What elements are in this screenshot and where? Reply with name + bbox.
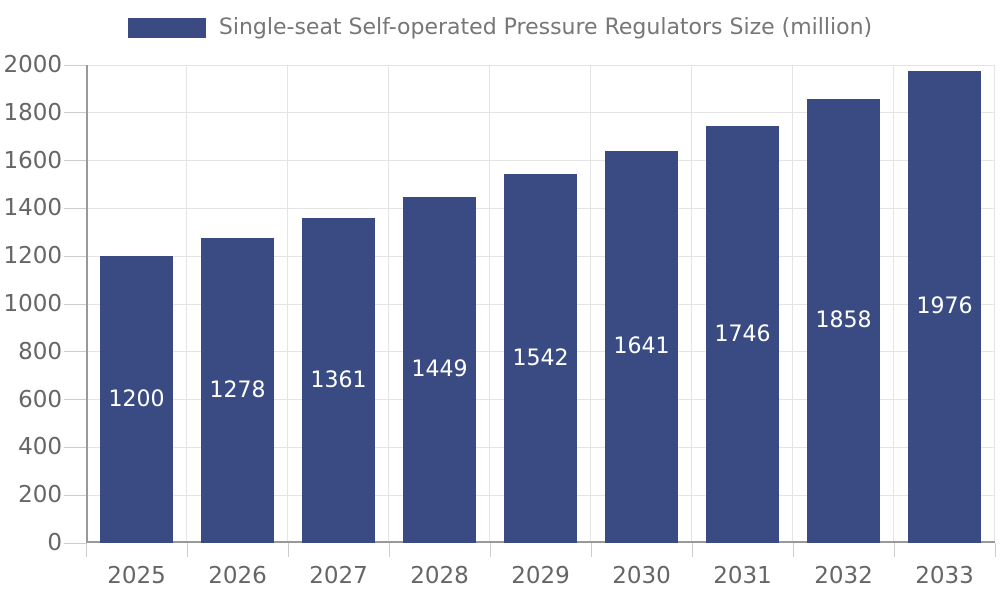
bar-2025[interactable]: 1200 [100, 256, 173, 543]
x-gridline [893, 65, 894, 543]
y-axis-tick-label: 2000 [3, 52, 62, 78]
x-axis-tick [85, 543, 87, 557]
x-axis-tick-label: 2031 [713, 563, 772, 589]
x-axis-tick [287, 543, 289, 557]
x-axis-tick [388, 543, 390, 557]
y-axis-tick-label: 600 [18, 386, 62, 413]
y-axis-tick [64, 542, 86, 544]
bar-value-label: 1858 [815, 308, 872, 334]
bar-value-label: 1200 [108, 387, 165, 413]
bar-value-label: 1746 [714, 321, 771, 347]
bar-value-label: 1361 [310, 367, 367, 393]
x-axis-tick [792, 543, 794, 557]
y-axis-tick-label: 0 [47, 530, 62, 556]
y-axis-tick-label: 1200 [3, 243, 62, 270]
x-axis-tick [893, 543, 895, 557]
bar-2031[interactable]: 1746 [706, 125, 779, 543]
y-axis-tick-label: 200 [18, 482, 62, 509]
bar-2027[interactable]: 1361 [302, 217, 375, 543]
legend-swatch [127, 18, 206, 38]
x-axis-tick-label: 2032 [814, 563, 873, 589]
x-axis-tick-label: 2028 [410, 563, 469, 589]
x-gridline [691, 65, 692, 543]
x-gridline [287, 65, 288, 543]
x-gridline [388, 65, 389, 543]
y-axis-tick-label: 400 [18, 434, 62, 461]
bar-2028[interactable]: 1449 [403, 196, 476, 543]
y-axis-tick [64, 494, 86, 496]
bar-2030[interactable]: 1641 [605, 150, 678, 543]
x-gridline [186, 65, 187, 543]
x-axis-tick-label: 2029 [511, 563, 570, 589]
bar-2032[interactable]: 1858 [807, 98, 880, 543]
y-axis-tick [64, 255, 86, 257]
x-gridline [994, 65, 995, 543]
y-axis-tick-label: 1000 [3, 291, 62, 317]
bar-2029[interactable]: 1542 [504, 174, 577, 543]
y-axis-tick [64, 399, 86, 401]
x-axis-tick-label: 2030 [612, 563, 671, 589]
bar-2033[interactable]: 1976 [908, 70, 981, 543]
x-axis-tick [489, 543, 491, 557]
bar-2026[interactable]: 1278 [201, 237, 274, 543]
x-gridline [590, 65, 591, 543]
y-gridline [86, 64, 995, 66]
x-axis-tick-label: 2025 [107, 563, 166, 589]
y-axis-line [86, 65, 88, 543]
plot-area: 1200 1278 1361 1449 1542 1641 1746 1858 1976 [86, 64, 995, 543]
y-axis-tick [64, 112, 86, 114]
x-axis-tick [590, 543, 592, 557]
y-axis-tick-label: 1400 [3, 195, 62, 222]
bar-value-label: 1976 [916, 294, 973, 320]
bar-value-label: 1641 [613, 334, 670, 360]
y-axis-tick-label: 1800 [3, 99, 62, 126]
y-axis-tick [64, 351, 86, 353]
y-axis-tick-label: 1600 [3, 147, 62, 174]
x-axis-tick [994, 543, 996, 557]
x-axis-tick-label: 2026 [208, 563, 267, 589]
bar-value-label: 1278 [209, 377, 266, 403]
y-axis-tick [64, 207, 86, 209]
y-axis-tick [64, 160, 86, 162]
y-axis-tick [64, 303, 86, 305]
x-axis-tick-label: 2033 [915, 563, 974, 589]
legend-label: Single-seat Self-operated Pressure Regul… [218, 15, 873, 40]
y-axis-tick [64, 446, 86, 448]
y-axis-tick [64, 64, 86, 66]
x-gridline [489, 65, 490, 543]
legend-item[interactable]: Single-seat Self-operated Pressure Regul… [0, 14, 1000, 42]
y-axis-tick-label: 800 [18, 338, 62, 365]
bar-value-label: 1542 [512, 346, 569, 372]
x-axis-tick-label: 2027 [309, 563, 368, 589]
x-gridline [792, 65, 793, 543]
x-axis-tick [186, 543, 188, 557]
bar-value-label: 1449 [411, 357, 468, 383]
x-axis-tick [691, 543, 693, 557]
